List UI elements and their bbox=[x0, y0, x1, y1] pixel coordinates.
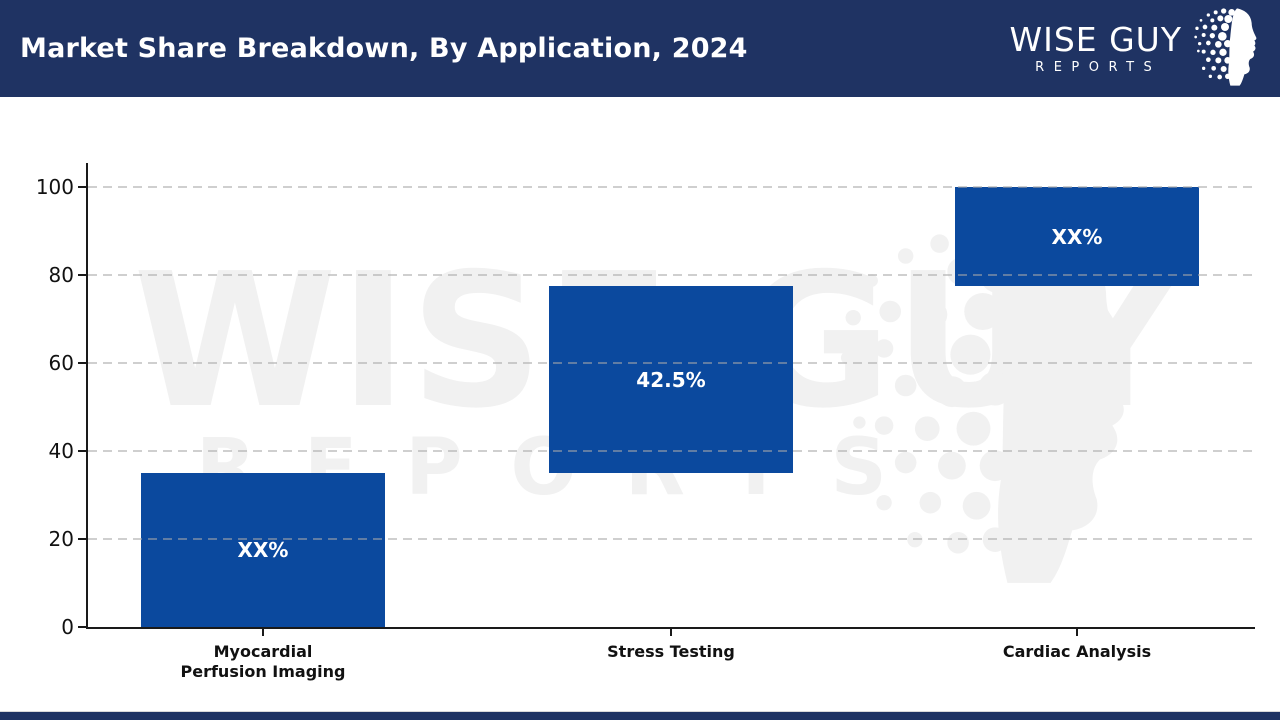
x-tick-3 bbox=[1076, 629, 1078, 636]
x-axis-label-1: Myocardial Perfusion Imaging bbox=[123, 642, 403, 683]
bar-segment-3 bbox=[955, 187, 1199, 286]
y-tick-label-80: 80 bbox=[48, 263, 74, 287]
logo-text: WISE GUY REPORTS bbox=[1009, 23, 1182, 74]
y-tick-60 bbox=[78, 362, 86, 364]
wiseguy-head-icon bbox=[1190, 7, 1264, 91]
logo-subtitle: REPORTS bbox=[1035, 60, 1162, 75]
chart-area: WISE GUY REPORTS 020406080100XX%Myocardi… bbox=[0, 97, 1280, 711]
y-tick-label-60: 60 bbox=[48, 351, 74, 375]
bar-value-label: XX% bbox=[1051, 224, 1103, 249]
x-axis-spine bbox=[86, 627, 1255, 629]
y-tick-label-0: 0 bbox=[61, 615, 74, 639]
y-tick-100 bbox=[78, 186, 86, 188]
y-tick-0 bbox=[78, 626, 86, 628]
gridline-y100 bbox=[88, 186, 1255, 188]
footer-bar bbox=[0, 711, 1280, 720]
y-tick-label-100: 100 bbox=[35, 175, 74, 199]
gridline-y80 bbox=[88, 274, 1255, 276]
x-axis-label-line: Cardiac Analysis bbox=[1002, 642, 1152, 661]
watermark-head-icon bbox=[822, 219, 1162, 593]
y-axis-spine bbox=[86, 163, 88, 629]
header: Market Share Breakdown, By Application, … bbox=[0, 0, 1280, 97]
x-axis-label-3: Cardiac Analysis bbox=[937, 642, 1217, 662]
y-tick-label-20: 20 bbox=[48, 527, 74, 551]
x-axis-label-line: Myocardial bbox=[213, 642, 313, 661]
bar-value-label: 42.5% bbox=[636, 367, 706, 392]
gridline-y40 bbox=[88, 450, 1255, 452]
gridline-y20 bbox=[88, 538, 1255, 540]
x-tick-2 bbox=[670, 629, 672, 636]
x-axis-label-line: Perfusion Imaging bbox=[180, 662, 346, 682]
y-tick-label-40: 40 bbox=[48, 439, 74, 463]
x-tick-1 bbox=[262, 629, 264, 636]
x-axis-label-line: Stress Testing bbox=[607, 642, 735, 661]
x-axis-label-2: Stress Testing bbox=[531, 642, 811, 662]
page-title: Market Share Breakdown, By Application, … bbox=[20, 33, 748, 64]
bar-segment-2 bbox=[549, 286, 793, 473]
y-tick-40 bbox=[78, 450, 86, 452]
bar-segment-1 bbox=[141, 473, 385, 627]
gridline-y60 bbox=[88, 362, 1255, 364]
bar-value-label: XX% bbox=[237, 538, 289, 562]
y-tick-20 bbox=[78, 538, 86, 540]
logo-wordmark: WISE GUY bbox=[1009, 20, 1182, 59]
logo: WISE GUY REPORTS bbox=[1009, 7, 1264, 91]
y-tick-80 bbox=[78, 274, 86, 276]
